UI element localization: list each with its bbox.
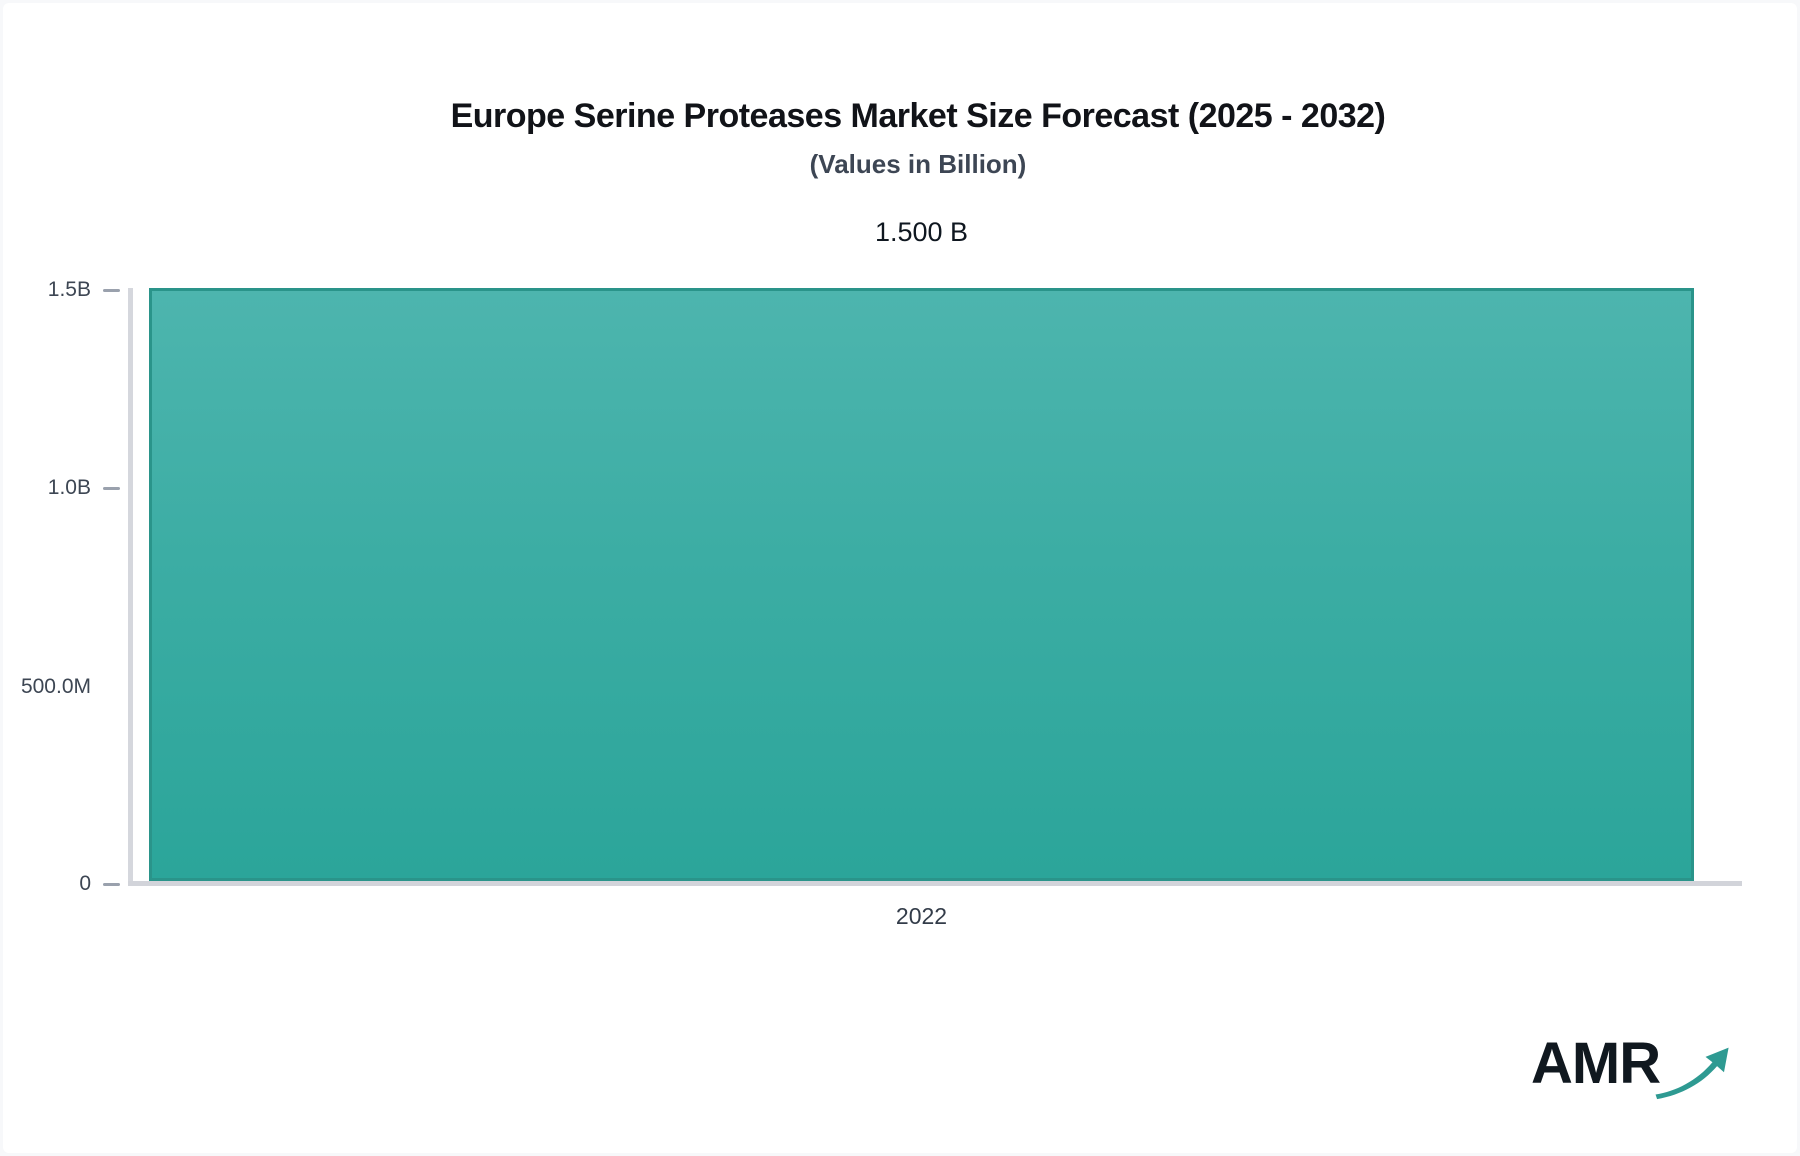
y-tick-label-1-5b: 1.5B	[47, 278, 91, 301]
bar-2022	[149, 288, 1694, 881]
y-tick-dash	[103, 883, 120, 886]
y-tick-label-500m: 500.0M	[20, 675, 91, 698]
amr-logo-arrow-icon	[1655, 1047, 1729, 1100]
y-tick-dash	[103, 487, 120, 490]
amr-logo-text: AMR	[1531, 1031, 1661, 1096]
chart-title: Europe Serine Proteases Market Size Fore…	[450, 97, 1386, 135]
y-axis-line	[128, 288, 133, 886]
y-tick-label-0: 0	[79, 872, 91, 895]
x-axis-line	[128, 881, 1742, 886]
y-tick-label-1-0b: 1.0B	[47, 476, 91, 499]
amr-logo: AMR	[1531, 1029, 1731, 1113]
x-tick-label-2022: 2022	[895, 903, 948, 929]
bar-value-label: 1.500 B	[874, 217, 969, 247]
chart-card: Europe Serine Proteases Market Size Fore…	[3, 3, 1797, 1153]
y-tick-dash	[103, 289, 120, 292]
chart-subtitle: (Values in Billion)	[809, 149, 1027, 179]
